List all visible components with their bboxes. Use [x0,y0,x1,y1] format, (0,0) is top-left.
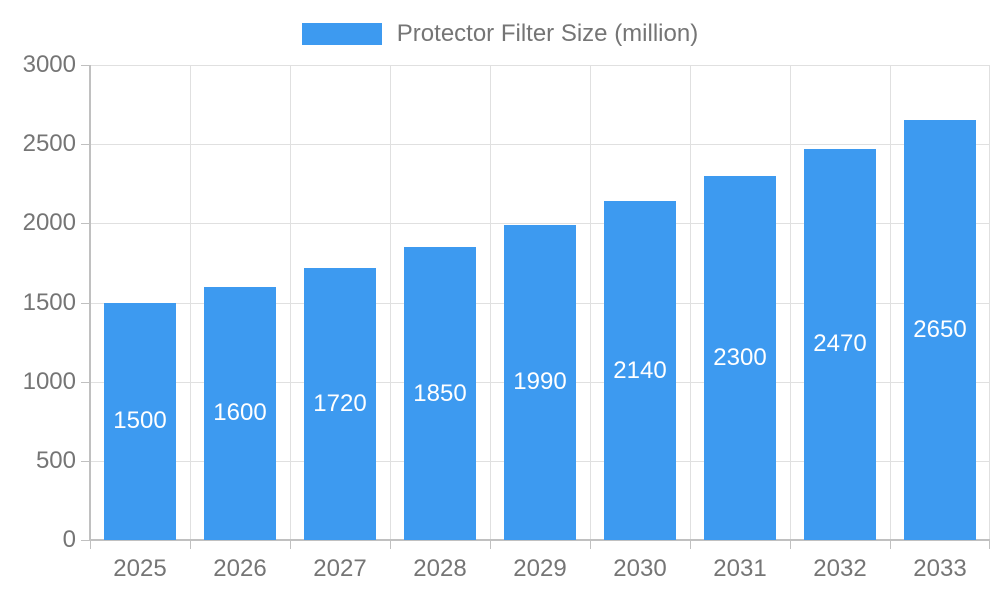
chart-legend: Protector Filter Size (million) [0,20,1000,48]
x-axis-tick-label: 2033 [913,555,967,582]
x-axis-tick [890,540,891,549]
v-gridline [890,65,891,540]
x-axis-tick [190,540,191,549]
y-axis-line [89,65,91,540]
v-gridline [790,65,791,540]
y-axis-tick-label: 2500 [22,130,76,158]
x-axis-tick-label: 2028 [413,555,467,582]
y-axis-tick-label: 1500 [22,288,76,316]
x-axis-tick-label: 2025 [113,555,167,582]
bar-2032[interactable]: 2470 [804,148,876,540]
bar-2031[interactable]: 2300 [704,175,776,540]
bar-value-label: 1850 [413,379,467,407]
bar-value-label: 1600 [213,399,267,427]
legend-swatch [301,23,382,45]
v-gridline [290,65,291,540]
y-axis-tick-label: 500 [35,446,76,474]
x-axis-tick [690,540,691,549]
bar-2028[interactable]: 1850 [404,247,476,540]
x-axis-tick-label: 2032 [813,555,867,582]
v-gridline [390,65,391,540]
x-axis-tick [390,540,391,549]
x-axis-tick-label: 2029 [513,555,567,582]
bar-2025[interactable]: 1500 [104,302,176,540]
x-axis-line [90,539,990,541]
bar-value-label: 2650 [913,316,967,344]
x-axis-tick-label: 2031 [713,555,767,582]
x-axis-tick [490,540,491,549]
bar-2026[interactable]: 1600 [204,286,276,540]
y-axis-tick [81,65,90,66]
y-axis-tick [81,540,90,541]
x-axis-tick [989,540,990,549]
x-axis-tick-label: 2026 [213,555,267,582]
x-axis-tick-label: 2027 [313,555,367,582]
plot-area: 0 500 1000 1500 2000 2500 3000 2025 2026 2027 202… [23,53,990,581]
bar-value-label: 2140 [613,356,667,384]
x-axis-tick-label: 2030 [613,555,667,582]
legend-label: Protector Filter Size (million) [396,20,699,47]
y-axis-tick [81,144,90,146]
y-axis-tick [81,302,90,304]
v-gridline [490,65,491,540]
h-gridline [90,144,990,146]
bar-value-label: 1500 [113,407,167,435]
y-axis-tick-label: 0 [62,526,76,553]
v-gridline [989,65,990,540]
bar-2033[interactable]: 2650 [904,120,976,540]
bar-value-label: 1720 [313,389,367,417]
y-axis-tick [81,381,90,383]
bar-value-label: 1990 [513,368,567,396]
x-axis-tick [90,540,91,549]
x-axis-tick [290,540,291,549]
x-axis-tick [590,540,591,549]
h-gridline [90,65,990,66]
bar-value-label: 2300 [713,343,767,371]
v-gridline [690,65,691,540]
v-gridline [190,65,191,540]
bar-2030[interactable]: 2140 [604,201,676,540]
y-axis-tick [81,460,90,462]
bar-2027[interactable]: 1720 [304,267,376,540]
h-gridline [90,223,990,225]
y-axis-tick-label: 1000 [22,367,76,395]
y-axis-tick [81,223,90,225]
y-axis-tick-label: 3000 [22,51,76,78]
bar-2029[interactable]: 1990 [504,224,576,540]
y-axis-tick-label: 2000 [22,209,76,237]
v-gridline [590,65,591,540]
x-axis-tick [790,540,791,549]
bar-value-label: 2470 [813,330,867,358]
